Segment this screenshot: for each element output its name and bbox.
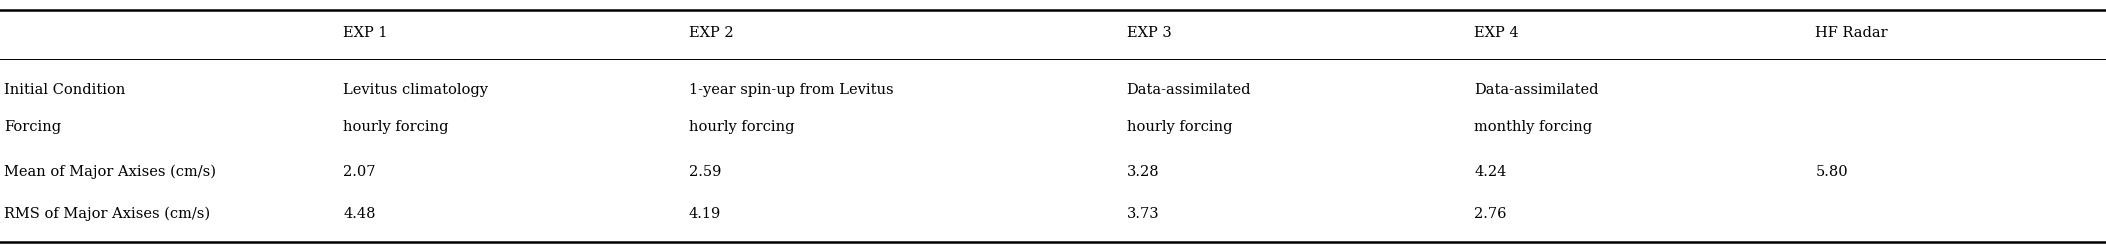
Text: 5.80: 5.80: [1815, 165, 1847, 179]
Text: 4.48: 4.48: [343, 207, 375, 221]
Text: Initial Condition: Initial Condition: [4, 83, 126, 97]
Text: Data-assimilated: Data-assimilated: [1127, 83, 1251, 97]
Text: 4.19: 4.19: [689, 207, 720, 221]
Text: monthly forcing: monthly forcing: [1474, 120, 1592, 134]
Text: Levitus climatology: Levitus climatology: [343, 83, 489, 97]
Text: RMS of Major Axises (cm/s): RMS of Major Axises (cm/s): [4, 206, 211, 221]
Text: 3.28: 3.28: [1127, 165, 1158, 179]
Text: 2.59: 2.59: [689, 165, 720, 179]
Text: EXP 4: EXP 4: [1474, 26, 1518, 40]
Text: EXP 3: EXP 3: [1127, 26, 1171, 40]
Text: Mean of Major Axises (cm/s): Mean of Major Axises (cm/s): [4, 165, 217, 179]
Text: Data-assimilated: Data-assimilated: [1474, 83, 1598, 97]
Text: hourly forcing: hourly forcing: [1127, 120, 1232, 134]
Text: hourly forcing: hourly forcing: [689, 120, 794, 134]
Text: 4.24: 4.24: [1474, 165, 1506, 179]
Text: EXP 2: EXP 2: [689, 26, 733, 40]
Text: EXP 1: EXP 1: [343, 26, 388, 40]
Text: 3.73: 3.73: [1127, 207, 1158, 221]
Text: Forcing: Forcing: [4, 120, 61, 134]
Text: 2.07: 2.07: [343, 165, 375, 179]
Text: 1-year spin-up from Levitus: 1-year spin-up from Levitus: [689, 83, 893, 97]
Text: hourly forcing: hourly forcing: [343, 120, 449, 134]
Text: HF Radar: HF Radar: [1815, 26, 1887, 40]
Text: 2.76: 2.76: [1474, 207, 1506, 221]
